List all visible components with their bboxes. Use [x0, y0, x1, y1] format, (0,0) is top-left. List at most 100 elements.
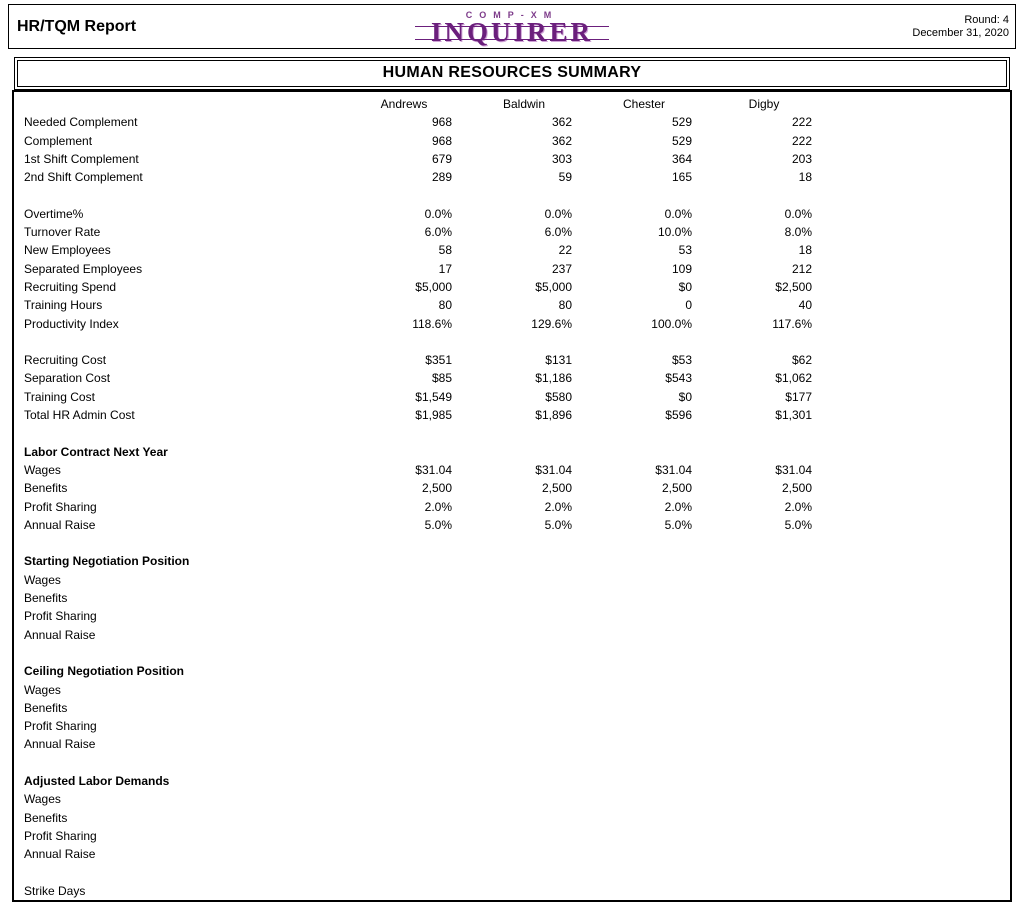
cell-value: $1,186: [535, 371, 572, 386]
cell-value: 59: [558, 170, 572, 185]
cell-value: $1,896: [535, 408, 572, 423]
cell-value: [344, 571, 464, 589]
cell-value: 362: [551, 133, 572, 148]
cell-value: $31.04: [775, 462, 812, 477]
row-label: [14, 534, 344, 552]
section-header-row: Starting Negotiation Position: [14, 552, 1010, 570]
cell-value: $0: [678, 279, 692, 294]
cell-value: 40: [798, 298, 812, 313]
spacer-row: [14, 333, 1010, 351]
row-label: Recruiting Cost: [24, 353, 107, 368]
cell-value: [344, 772, 464, 790]
cell-value: 5.0%: [544, 517, 572, 532]
cell-value: 118.6%: [412, 316, 452, 331]
cell-value: $85: [431, 371, 452, 386]
cell-value: [704, 589, 824, 607]
row-label: Benefits: [24, 481, 68, 496]
cell-value: [344, 589, 464, 607]
spacer-cell: [824, 388, 1010, 406]
cell-value: $31.04: [535, 462, 572, 477]
cell-value: [704, 333, 824, 351]
cell-value: [704, 717, 824, 735]
cell-value: 203: [791, 151, 812, 166]
cell-value: 0.0%: [664, 206, 692, 221]
spacer-cell: [824, 369, 1010, 387]
row-label: Annual Raise: [24, 847, 96, 862]
cell-value: [464, 790, 584, 808]
cell-value: [344, 534, 464, 552]
row-label: Profit Sharing: [24, 828, 97, 843]
row-label: [14, 95, 344, 113]
inquirer-logo: COMP-XM INQUIRER: [9, 5, 1015, 48]
row-label: Benefits: [24, 591, 68, 606]
spacer-row: [14, 424, 1010, 442]
company-header: Baldwin: [502, 97, 546, 111]
cell-value: [584, 845, 704, 863]
table-row: Annual Raise: [14, 845, 1010, 863]
table-row: Benefits: [14, 699, 1010, 717]
cell-value: [704, 443, 824, 461]
cell-value: [464, 735, 584, 753]
cell-value: $5,000: [535, 279, 572, 294]
cell-value: [344, 827, 464, 845]
row-label: Separated Employees: [24, 261, 143, 276]
cell-value: [704, 772, 824, 790]
table-row: Wages: [14, 571, 1010, 589]
cell-value: [464, 809, 584, 827]
cell-value: [344, 845, 464, 863]
spacer-row: [14, 863, 1010, 881]
spacer-cell: [824, 772, 1010, 790]
cell-value: 212: [791, 261, 812, 276]
table-row: Benefits: [14, 589, 1010, 607]
table-row: Complement 968 362 529 222: [14, 132, 1010, 150]
cell-value: [464, 333, 584, 351]
spacer-cell: [824, 534, 1010, 552]
row-label: Strike Days: [24, 883, 86, 898]
cell-value: $351: [425, 353, 452, 368]
cell-value: [464, 681, 584, 699]
cell-value: 5.0%: [784, 517, 812, 532]
row-label: Starting Negotiation Position: [24, 554, 190, 569]
hr-table-body: Needed Complement 968 362 529 222 Complement 9…: [14, 113, 1010, 900]
cell-value: [584, 735, 704, 753]
row-label: Complement: [24, 133, 93, 148]
spacer-cell: [824, 662, 1010, 680]
cell-value: 6.0%: [424, 225, 452, 240]
cell-value: [704, 882, 824, 900]
cell-value: [584, 626, 704, 644]
round-label: Round: 4: [964, 13, 1009, 26]
cell-value: 968: [431, 133, 452, 148]
spacer-cell: [824, 552, 1010, 570]
compxm-logo-text: COMP-XM: [465, 9, 559, 20]
section-header-row: Adjusted Labor Demands: [14, 772, 1010, 790]
cell-value: [704, 571, 824, 589]
table-row: Profit Sharing: [14, 607, 1010, 625]
spacer-cell: [824, 479, 1010, 497]
row-label: Ceiling Negotiation Position: [24, 664, 184, 679]
cell-value: [464, 443, 584, 461]
cell-value: [704, 845, 824, 863]
cell-value: [344, 552, 464, 570]
spacer-row: [14, 186, 1010, 204]
cell-value: 0: [685, 298, 692, 313]
table-row: Strike Days: [14, 882, 1010, 900]
cell-value: [584, 443, 704, 461]
cell-value: 2,500: [661, 481, 692, 496]
cell-value: [344, 699, 464, 717]
row-label: [14, 754, 344, 772]
table-row: Annual Raise: [14, 735, 1010, 753]
cell-value: [464, 644, 584, 662]
round-info: Round: 4 December 31, 2020: [912, 14, 1015, 40]
cell-value: [704, 662, 824, 680]
cell-value: $580: [545, 389, 572, 404]
spacer-cell: [824, 882, 1010, 900]
cell-value: [704, 754, 824, 772]
cell-value: 2.0%: [784, 499, 812, 514]
cell-value: $1,985: [415, 408, 452, 423]
cell-value: 2.0%: [664, 499, 692, 514]
row-label: Wages: [24, 682, 61, 697]
inquirer-logo-text: INQUIRER: [414, 18, 610, 45]
spacer-cell: [824, 113, 1010, 131]
row-label: Training Hours: [24, 298, 103, 313]
table-row: Wages $31.04 $31.04 $31.04 $31.04: [14, 461, 1010, 479]
